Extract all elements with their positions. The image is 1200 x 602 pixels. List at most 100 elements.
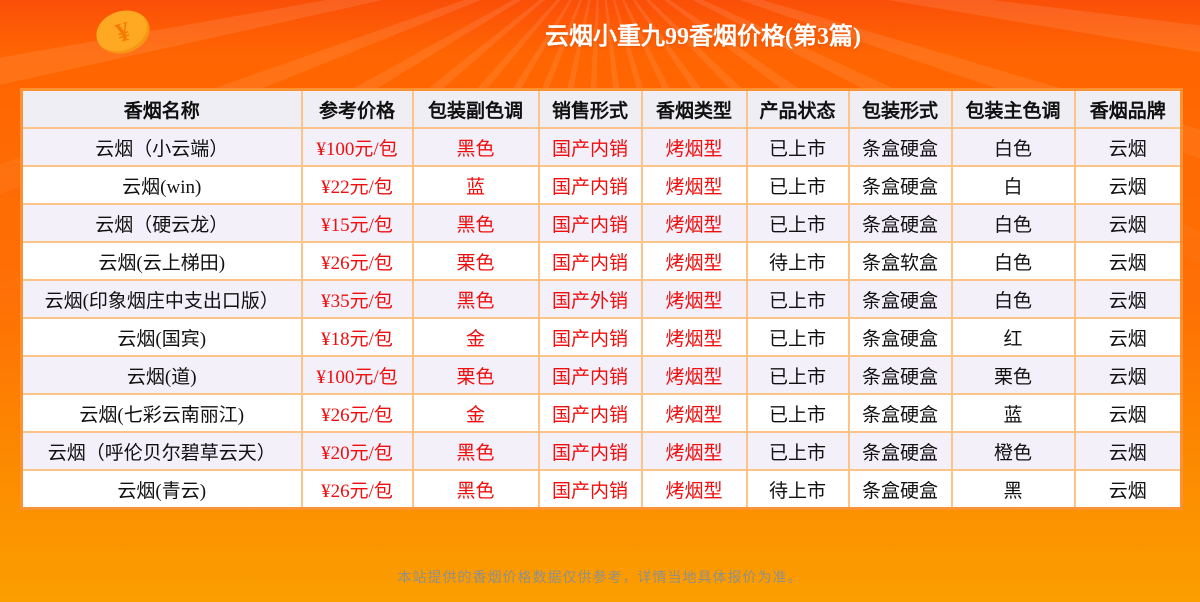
cell-package_form: 条盒硬盒: [847, 393, 953, 433]
cell-secondary_color: 黑色: [411, 431, 540, 471]
cell-main_color: 白色: [950, 279, 1076, 319]
cell-sales_form: 国产外销: [537, 279, 643, 319]
cell-type: 烤烟型: [640, 127, 748, 167]
cell-status: 已上市: [745, 127, 850, 167]
cell-status: 已上市: [745, 203, 850, 243]
cell-secondary_color: 栗色: [411, 241, 540, 281]
cell-brand: 云烟: [1073, 165, 1183, 205]
cell-main_color: 白色: [950, 203, 1076, 243]
cell-main_color: 白色: [950, 241, 1076, 281]
cell-type: 烤烟型: [640, 279, 748, 319]
cell-brand: 云烟: [1073, 317, 1183, 357]
table-row: 云烟(青云) ¥26元/包 黑色 国产内销 烤烟型 待上市 条盒硬盒黑云烟: [20, 469, 1183, 510]
cell-package_form: 条盒软盒: [847, 241, 953, 281]
cell-name: 云烟（小云端）: [20, 127, 303, 167]
header-cell-main_color: 包装主色调: [950, 88, 1076, 129]
cell-status: 待上市: [745, 469, 850, 510]
cell-type: 烤烟型: [640, 431, 748, 471]
cell-secondary_color: 黑色: [411, 279, 540, 319]
cell-sales_form: 国产内销: [537, 431, 643, 471]
cell-status: 已上市: [745, 317, 850, 357]
table-row: 云烟(win) ¥22元/包蓝国产内销 烤烟型 已上市 条盒硬盒白云烟: [20, 165, 1183, 205]
cell-brand: 云烟: [1073, 393, 1183, 433]
header-cell-price: 参考价格: [300, 88, 414, 129]
cell-secondary_color: 黑色: [411, 203, 540, 243]
cell-package_form: 条盒硬盒: [847, 431, 953, 471]
cell-package_form: 条盒硬盒: [847, 469, 953, 510]
header-cell-secondary_color: 包装副色调: [411, 88, 540, 129]
footer-disclaimer: 本站提供的香烟价格数据仅供参考，详情当地具体报价为准。: [397, 571, 803, 586]
cell-main_color: 栗色: [950, 355, 1076, 395]
cell-type: 烤烟型: [640, 393, 748, 433]
cell-price: ¥100元/包: [300, 127, 414, 167]
cell-status: 已上市: [745, 355, 850, 395]
cell-status: 待上市: [745, 241, 850, 281]
cell-main_color: 橙色: [950, 431, 1076, 471]
cell-status: 已上市: [745, 431, 850, 471]
cell-type: 烤烟型: [640, 355, 748, 395]
table-row: 云烟(国宾) ¥18元/包金国产内销 烤烟型 已上市 条盒硬盒红云烟: [20, 317, 1183, 357]
cell-secondary_color: 蓝: [411, 165, 540, 205]
cell-price: ¥26元/包: [300, 469, 414, 510]
cell-brand: 云烟: [1073, 203, 1183, 243]
table-row: 云烟(七彩云南丽江) ¥26元/包金国产内销 烤烟型 已上市 条盒硬盒蓝云烟: [20, 393, 1183, 433]
cell-package_form: 条盒硬盒: [847, 165, 953, 205]
table-row: 云烟(云上梯田) ¥26元/包 栗色 国产内销 烤烟型 待上市 条盒软盒 白色 云烟: [20, 241, 1183, 281]
cell-brand: 云烟: [1073, 431, 1183, 471]
cell-brand: 云烟: [1073, 127, 1183, 167]
table-row: 云烟（硬云龙） ¥15元/包 黑色 国产内销 烤烟型 已上市 条盒硬盒 白色 云烟: [20, 203, 1183, 243]
header-cell-package_form: 包装形式: [847, 88, 953, 129]
cell-status: 已上市: [745, 393, 850, 433]
cell-price: ¥26元/包: [300, 393, 414, 433]
cell-secondary_color: 黑色: [411, 469, 540, 510]
cell-price: ¥22元/包: [300, 165, 414, 205]
cell-type: 烤烟型: [640, 317, 748, 357]
cell-name: 云烟(win): [20, 165, 303, 205]
cell-price: ¥26元/包: [300, 241, 414, 281]
yen-symbol: ¥: [112, 15, 134, 48]
cell-main_color: 蓝: [950, 393, 1076, 433]
cell-name: 云烟（硬云龙）: [20, 203, 303, 243]
cell-type: 烤烟型: [640, 241, 748, 281]
cell-status: 已上市: [745, 165, 850, 205]
cell-sales_form: 国产内销: [537, 393, 643, 433]
cell-brand: 云烟: [1073, 241, 1183, 281]
cell-price: ¥100元/包: [300, 355, 414, 395]
table-header-row: 香烟名称 参考价格 包装副色调 销售形式 香烟类型 产品状态 包装形式 包装主色调 香烟品牌: [20, 88, 1183, 129]
cell-package_form: 条盒硬盒: [847, 203, 953, 243]
cell-main_color: 白: [950, 165, 1076, 205]
header-cell-sales_form: 销售形式: [537, 88, 643, 129]
cell-main_color: 黑: [950, 469, 1076, 510]
page-title: 云烟小重九99香烟价格(第3篇): [545, 24, 861, 50]
cell-package_form: 条盒硬盒: [847, 317, 953, 357]
header-cell-name: 香烟名称: [20, 88, 303, 129]
table-row: 云烟(印象烟庄中支出口版） ¥35元/包 黑色 国产外销 烤烟型 已上市 条盒硬盒 白色 云烟: [20, 279, 1183, 319]
cell-sales_form: 国产内销: [537, 127, 643, 167]
price-table: 香烟名称 参考价格 包装副色调 销售形式 香烟类型 产品状态 包装形式 包装主色调 香烟品牌 云…: [20, 88, 1183, 510]
cell-name: 云烟(道): [20, 355, 303, 395]
cell-secondary_color: 栗色: [411, 355, 540, 395]
header-cell-type: 香烟类型: [640, 88, 748, 129]
table-row: 云烟（呼伦贝尔碧草云天） ¥20元/包 黑色 国产内销 烤烟型 已上市 条盒硬盒 橙色 云烟: [20, 431, 1183, 471]
cell-sales_form: 国产内销: [537, 355, 643, 395]
cell-sales_form: 国产内销: [537, 317, 643, 357]
cell-status: 已上市: [745, 279, 850, 319]
cell-package_form: 条盒硬盒: [847, 127, 953, 167]
cell-type: 烤烟型: [640, 469, 748, 510]
cell-price: ¥15元/包: [300, 203, 414, 243]
cell-brand: 云烟: [1073, 279, 1183, 319]
cell-name: 云烟(云上梯田): [20, 241, 303, 281]
cell-type: 烤烟型: [640, 203, 748, 243]
table-row: 云烟(道) ¥100元/包 栗色 国产内销 烤烟型 已上市 条盒硬盒 栗色 云烟: [20, 355, 1183, 395]
cell-secondary_color: 金: [411, 317, 540, 357]
header-cell-status: 产品状态: [745, 88, 850, 129]
cell-sales_form: 国产内销: [537, 241, 643, 281]
yen-coin-icon: ¥: [91, 4, 155, 60]
cell-brand: 云烟: [1073, 355, 1183, 395]
header-cell-brand: 香烟品牌: [1073, 88, 1183, 129]
table-row: 云烟（小云端） ¥100元/包 黑色 国产内销 烤烟型 已上市 条盒硬盒 白色 云烟: [20, 127, 1183, 167]
cell-name: 云烟（呼伦贝尔碧草云天）: [20, 431, 303, 471]
cell-sales_form: 国产内销: [537, 469, 643, 510]
cell-type: 烤烟型: [640, 165, 748, 205]
